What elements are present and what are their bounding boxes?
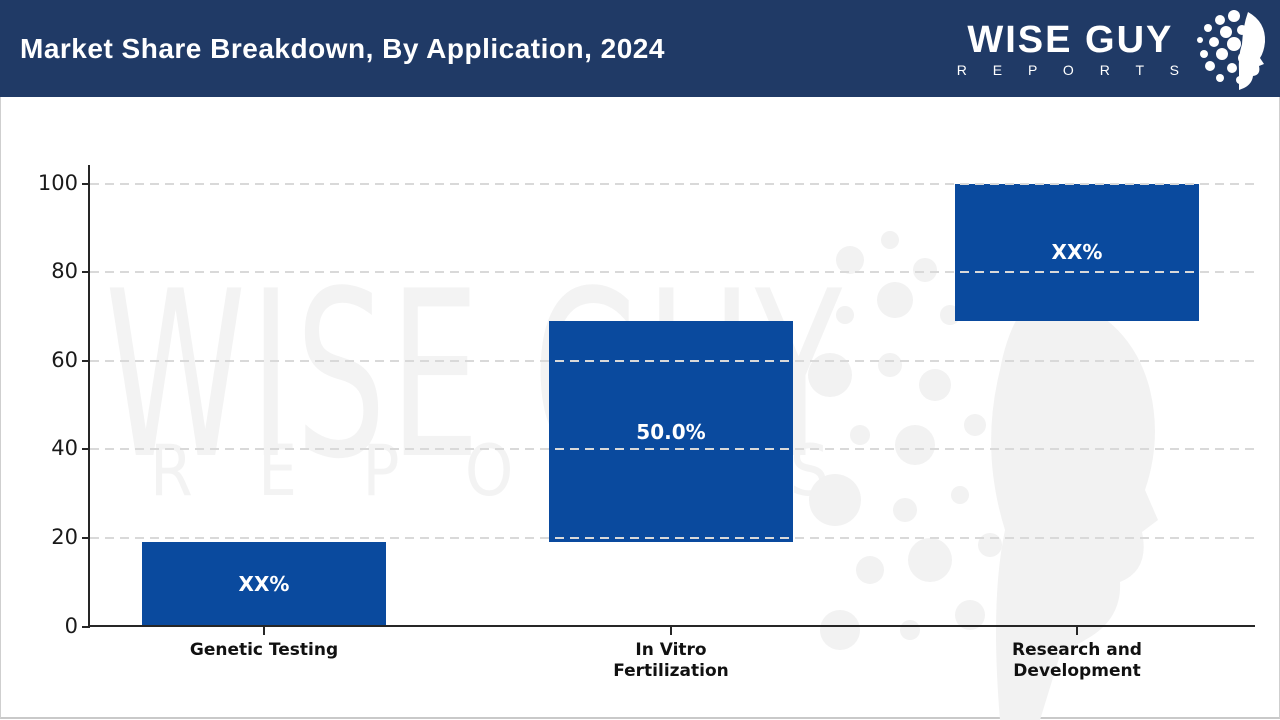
logo-head-icon: [1197, 9, 1266, 90]
y-tick-40: [82, 448, 90, 451]
gridline-80: [90, 271, 1255, 274]
gridline-40: [90, 448, 1255, 451]
y-tick-100: [82, 182, 90, 185]
bar-research-and-development: XX%: [955, 183, 1199, 321]
x-tick-3: [1076, 627, 1078, 635]
y-tick-60: [82, 359, 90, 362]
y-tick-label-40: 40: [51, 436, 78, 461]
y-tick-label-80: 80: [51, 259, 78, 284]
wise-guy-reports-logo: WISE GUY R E P O R T S: [951, 6, 1280, 92]
bar-value-label: XX%: [1051, 240, 1103, 265]
y-tick-80: [82, 271, 90, 274]
gridline-60: [90, 359, 1255, 362]
title-bar: Market Share Breakdown, By Application, …: [0, 0, 1280, 97]
logo-reports-label: R E P O R T S: [956, 61, 1190, 78]
category-label-1: Genetic Testing: [189, 640, 339, 660]
gridline-100: [90, 182, 1255, 185]
y-tick-20: [82, 536, 90, 539]
y-tick-label-100: 100: [37, 170, 78, 195]
category-label-3: Research and Development: [1012, 640, 1142, 681]
bar-value-label: XX%: [238, 572, 290, 597]
category-label-2: In Vitro Fertilization: [613, 640, 729, 681]
x-tick-2: [670, 627, 672, 635]
logo-text: WISE GUY R E P O R T S: [951, 21, 1190, 77]
y-axis-line: [88, 165, 90, 628]
bar-in-vitro-fertilization: 50.0%: [549, 320, 793, 543]
gridline-20: [90, 536, 1255, 539]
y-tick-label-20: 20: [51, 524, 78, 549]
logo-wiseguy-label: WISE GUY: [967, 18, 1174, 61]
x-tick-1: [263, 627, 265, 635]
bar-genetic-testing: XX%: [142, 542, 386, 627]
page-title: Market Share Breakdown, By Application, …: [20, 32, 665, 64]
y-tick-label-60: 60: [51, 347, 78, 372]
y-tick-0: [82, 625, 90, 628]
y-tick-label-0: 0: [64, 613, 78, 638]
x-axis-line: [88, 625, 1255, 627]
bar-value-label: 50.0%: [636, 419, 706, 444]
